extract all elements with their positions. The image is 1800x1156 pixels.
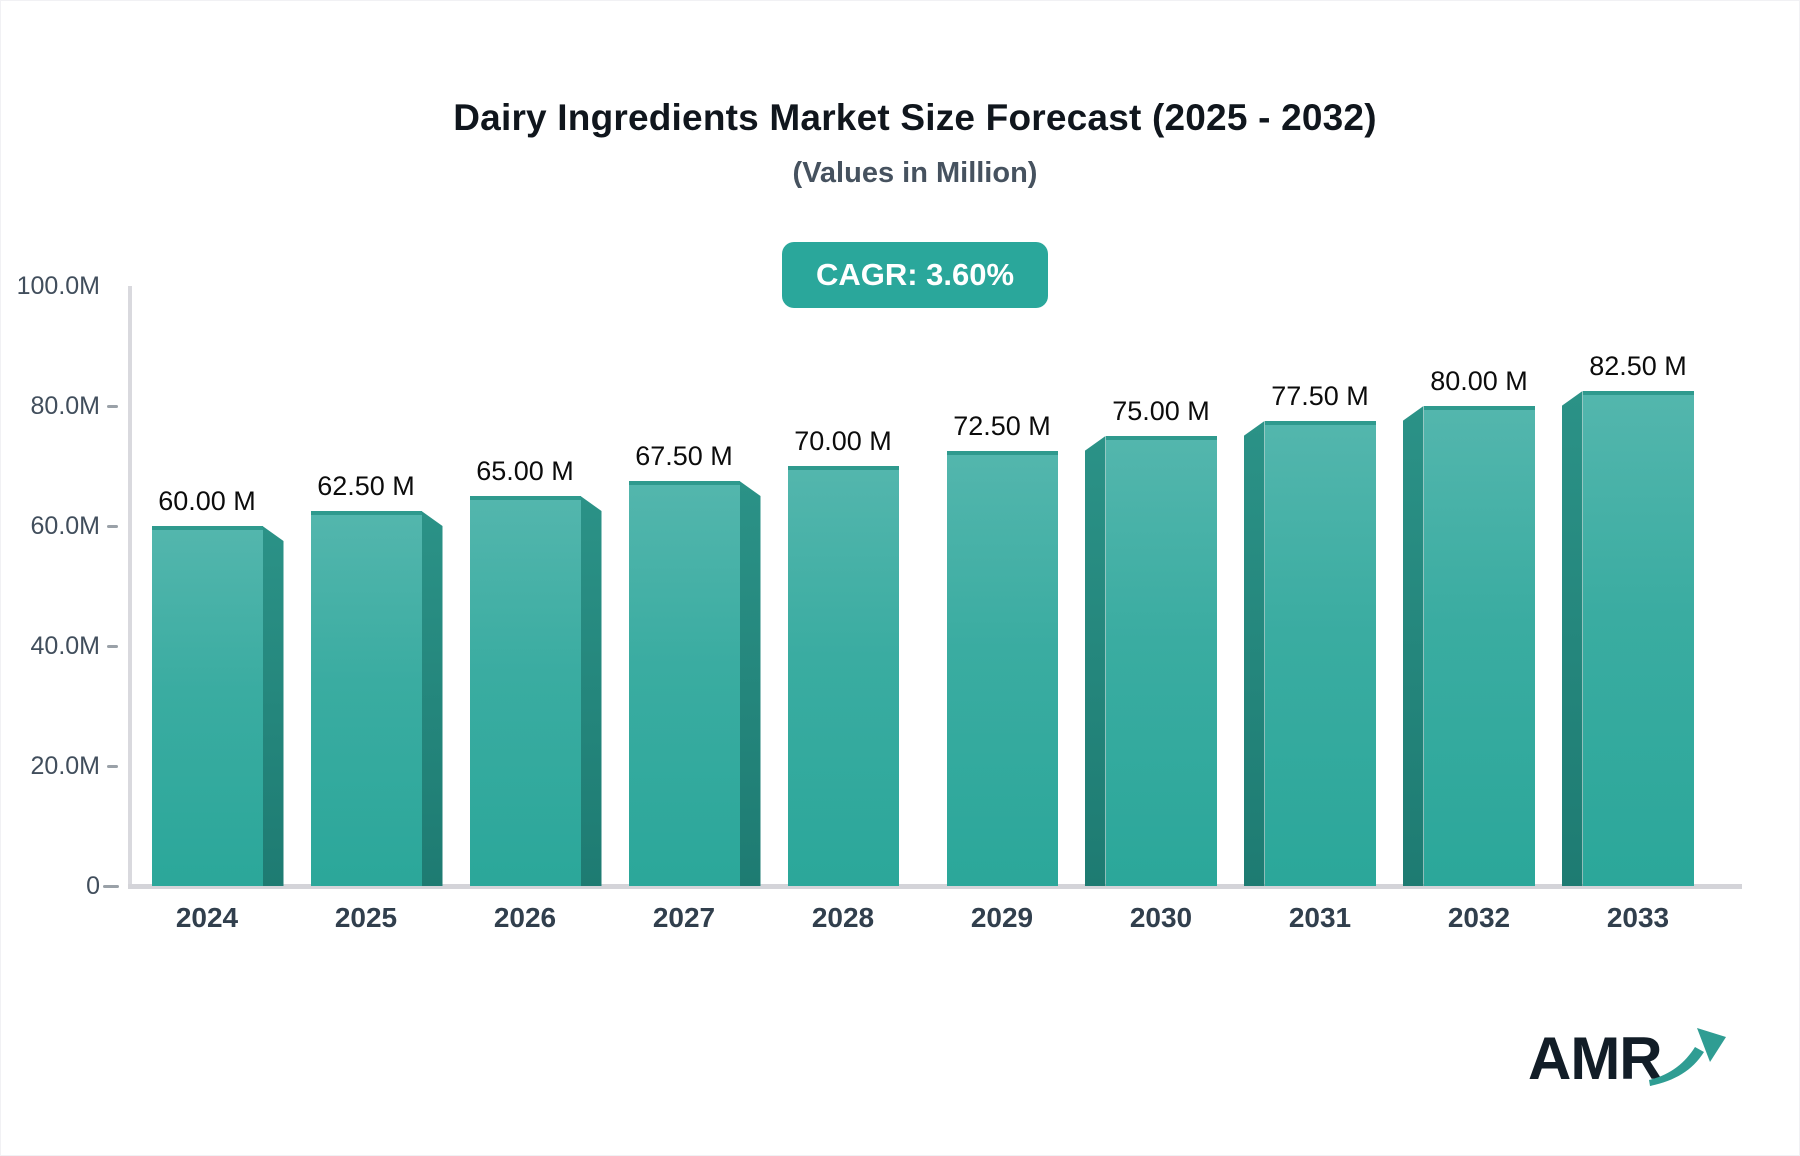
y-tick-dash <box>103 885 119 888</box>
x-tick-label-2029: 2029 <box>970 902 1034 933</box>
bar-face <box>1582 391 1694 886</box>
x-tick-label-2026: 2026 <box>493 902 557 933</box>
chart-subtitle: (Values in Million) <box>792 157 1038 189</box>
chart-header: Dairy Ingredients Market Size Forecast (… <box>30 0 1800 308</box>
bar-face <box>469 496 581 886</box>
x-tick-label-2030: 2030 <box>1129 902 1193 933</box>
amr-logo: AMR <box>1528 1026 1728 1106</box>
bar-value-label: 77.50 M <box>1271 381 1369 411</box>
y-tick-label: 40.0M <box>30 632 100 660</box>
x-tick-label-2024: 2024 <box>175 902 239 933</box>
y-tick-label: 100.0M <box>16 272 100 300</box>
y-tick-dash <box>107 765 118 768</box>
bar-value-label: 67.50 M <box>635 441 733 471</box>
y-axis-line <box>128 286 132 888</box>
y-tick-dash <box>107 525 118 528</box>
bar-3d-side <box>1402 406 1424 886</box>
bar-3d-side <box>1243 421 1265 886</box>
x-tick-label-2025: 2025 <box>334 902 398 933</box>
bar-face <box>1105 436 1217 886</box>
bar-3d-side <box>739 481 761 886</box>
bar-value-label: 75.00 M <box>1112 396 1210 426</box>
x-tick-label-2032: 2032 <box>1447 902 1511 933</box>
x-tick-label-2028: 2028 <box>811 902 875 933</box>
x-tick-label-2033: 2033 <box>1606 902 1670 933</box>
bar-3d-side <box>1561 391 1583 886</box>
y-tick-label: 60.0M <box>30 512 100 540</box>
y-tick-label: 20.0M <box>30 752 100 780</box>
y-tick-label: 0 <box>86 872 100 900</box>
bar-3d-side <box>262 526 284 886</box>
bar-3d-side <box>1084 436 1106 886</box>
y-tick-label: 80.0M <box>30 392 100 420</box>
y-tick-dash <box>107 405 118 408</box>
bar-face <box>628 481 740 886</box>
bar-value-label: 72.50 M <box>953 411 1051 441</box>
bar-value-label: 60.00 M <box>158 486 256 516</box>
bar-value-label: 65.00 M <box>476 456 574 486</box>
bar-3d-side <box>580 496 602 886</box>
growth-arrow-icon <box>1649 1028 1726 1086</box>
bar-face <box>1423 406 1535 886</box>
bar-face <box>787 466 899 886</box>
bar-face <box>946 451 1058 886</box>
bar-face <box>310 511 422 886</box>
bar-value-label: 80.00 M <box>1430 366 1528 396</box>
x-tick-label-2031: 2031 <box>1288 902 1352 933</box>
bar-3d-side <box>421 511 443 886</box>
x-axis-baseline <box>128 884 1742 889</box>
bar-value-label: 82.50 M <box>1589 351 1687 381</box>
amr-logo-text: AMR <box>1528 1025 1663 1092</box>
bar-face <box>1264 421 1376 886</box>
bar-value-label: 70.00 M <box>794 426 892 456</box>
bar-value-label: 62.50 M <box>317 471 415 501</box>
cagr-badge: CAGR: 3.60% <box>781 242 1049 308</box>
chart-title: Dairy Ingredients Market Size Forecast (… <box>453 97 1377 138</box>
y-tick-dash <box>107 645 118 648</box>
bar-face <box>151 526 263 886</box>
x-tick-label-2027: 2027 <box>652 902 716 933</box>
